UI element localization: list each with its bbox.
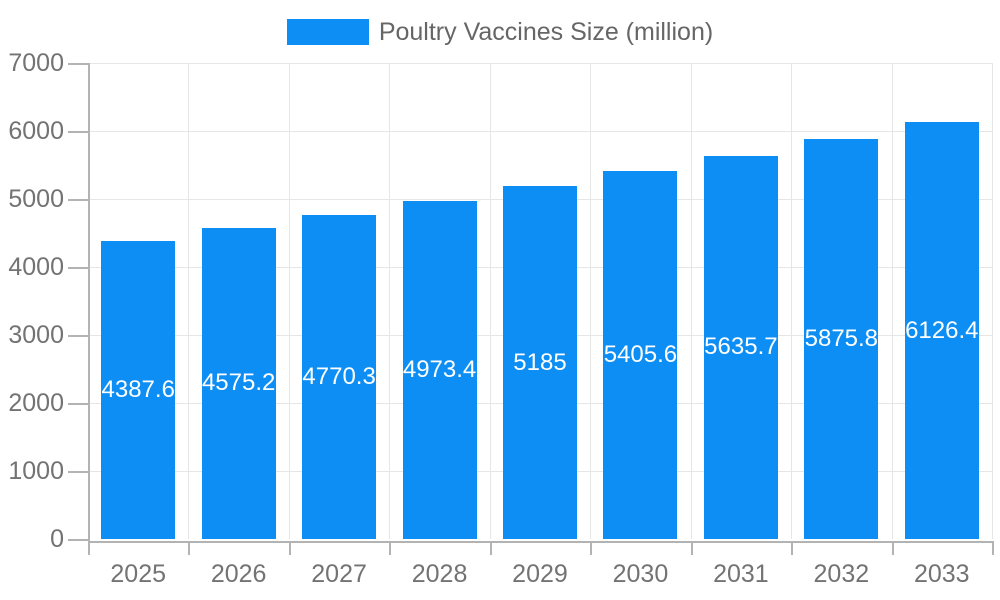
x-tick bbox=[188, 541, 191, 555]
x-axis-label: 2028 bbox=[411, 560, 468, 588]
x-gridline bbox=[791, 63, 793, 539]
y-tick-label: 2000 bbox=[8, 389, 64, 417]
y-tick bbox=[68, 403, 88, 405]
y-axis-line bbox=[88, 63, 90, 543]
x-tick bbox=[791, 541, 794, 555]
x-gridline bbox=[389, 63, 391, 539]
bar[interactable] bbox=[302, 214, 377, 539]
x-tick bbox=[489, 541, 492, 555]
x-axis-label: 2032 bbox=[813, 560, 870, 588]
x-tick bbox=[891, 541, 894, 555]
x-tick bbox=[690, 541, 693, 555]
x-axis-label: 2031 bbox=[713, 560, 769, 588]
x-gridline bbox=[188, 63, 190, 539]
x-tick bbox=[992, 541, 994, 555]
x-gridline bbox=[891, 63, 893, 539]
x-tick bbox=[590, 541, 593, 555]
x-axis-label: 2025 bbox=[110, 560, 167, 588]
y-gridline bbox=[88, 63, 992, 64]
y-tick-label: 3000 bbox=[8, 321, 64, 349]
bar[interactable] bbox=[703, 155, 778, 539]
bar[interactable] bbox=[904, 122, 979, 539]
y-tick-label: 1000 bbox=[8, 457, 64, 485]
x-axis-line bbox=[88, 541, 992, 543]
x-axis-label: 2026 bbox=[210, 560, 267, 588]
bar[interactable] bbox=[804, 139, 879, 539]
y-tick bbox=[68, 63, 88, 65]
x-tick bbox=[389, 541, 392, 555]
legend-swatch bbox=[286, 19, 369, 45]
x-axis-label: 2033 bbox=[913, 560, 970, 588]
x-tick bbox=[288, 541, 291, 555]
bar[interactable] bbox=[503, 186, 577, 539]
y-tick bbox=[68, 199, 88, 201]
y-tick-label: 7000 bbox=[8, 49, 64, 77]
y-tick bbox=[68, 335, 88, 337]
legend[interactable]: Poultry Vaccines Size (million) bbox=[0, 17, 1000, 47]
y-tick-label: 0 bbox=[50, 525, 64, 553]
y-tick-label: 6000 bbox=[8, 117, 64, 145]
x-gridline bbox=[489, 63, 491, 539]
y-tick-label: 4000 bbox=[8, 253, 64, 281]
bar[interactable] bbox=[603, 171, 678, 539]
x-gridline bbox=[992, 63, 993, 539]
x-gridline bbox=[690, 63, 692, 539]
y-tick-label: 5000 bbox=[8, 185, 64, 213]
x-axis-label: 2027 bbox=[311, 560, 367, 588]
y-gridline bbox=[88, 131, 992, 132]
legend-label: Poultry Vaccines Size (million) bbox=[378, 17, 714, 46]
x-gridline bbox=[288, 63, 290, 539]
y-tick bbox=[68, 539, 88, 541]
y-tick bbox=[68, 267, 88, 269]
x-tick bbox=[88, 541, 90, 555]
bar[interactable] bbox=[101, 240, 176, 539]
y-tick bbox=[68, 131, 88, 133]
x-axis-label: 2029 bbox=[512, 560, 568, 588]
x-gridline bbox=[590, 63, 592, 539]
bar[interactable] bbox=[402, 200, 477, 539]
x-axis-label: 2030 bbox=[612, 560, 669, 588]
y-tick bbox=[68, 471, 88, 473]
bar[interactable] bbox=[201, 227, 276, 539]
